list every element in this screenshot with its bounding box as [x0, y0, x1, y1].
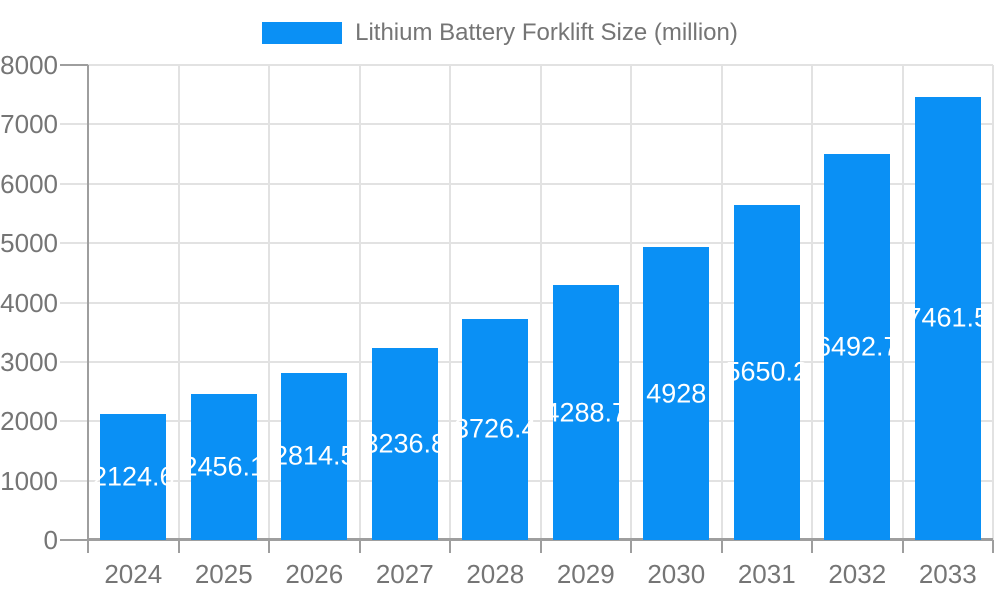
- x-tick: [992, 540, 994, 553]
- x-tick-label: 2031: [737, 559, 796, 589]
- x-tick-label: 2025: [194, 559, 253, 589]
- v-gridline: [268, 65, 270, 540]
- x-tick-label: 2024: [104, 559, 163, 589]
- bar-2031: [733, 204, 800, 540]
- y-tick: [60, 64, 88, 66]
- legend-swatch: [262, 22, 343, 44]
- y-tick-label: 5000: [0, 228, 58, 259]
- x-tick: [449, 540, 451, 553]
- x-tick: [177, 540, 180, 553]
- y-tick-label: 7000: [0, 109, 58, 140]
- bar-value-label: 2124.6: [91, 461, 175, 492]
- v-gridline: [630, 65, 632, 540]
- y-tick: [60, 301, 88, 304]
- chart-legend[interactable]: Lithium Battery Forklift Size (million): [0, 20, 1000, 46]
- x-tick-label: 2027: [375, 559, 434, 589]
- x-tick: [358, 540, 361, 553]
- bar-value-label: 3236.8: [363, 428, 447, 459]
- y-tick: [60, 242, 88, 245]
- v-gridline: [901, 65, 904, 540]
- x-tick: [901, 540, 904, 553]
- y-tick: [60, 539, 88, 541]
- bar-value-label: 4928: [646, 378, 707, 409]
- bar-2033: [914, 96, 981, 540]
- y-tick-label: 3000: [0, 346, 58, 377]
- y-tick-label: 2000: [0, 406, 58, 437]
- v-gridline: [811, 65, 813, 540]
- v-gridline: [992, 65, 994, 540]
- bar-value-label: 3726.4: [453, 413, 537, 444]
- bar-2030: [643, 247, 710, 540]
- bar-2026: [281, 372, 348, 540]
- x-tick-label: 2033: [918, 559, 977, 589]
- y-tick: [60, 123, 88, 126]
- x-tick: [811, 540, 813, 553]
- bar-2027: [371, 347, 438, 540]
- bar-value-label: 2814.5: [272, 440, 356, 471]
- y-tick: [60, 360, 88, 363]
- v-gridline: [358, 65, 361, 540]
- x-tick: [630, 540, 632, 553]
- y-tick-label: 1000: [0, 465, 58, 496]
- x-tick: [720, 540, 723, 553]
- bar-2032: [824, 154, 891, 540]
- bar-value-label: 6492.7: [815, 331, 899, 362]
- bar-2029: [552, 285, 619, 540]
- y-axis-line: [87, 65, 89, 540]
- x-tick-label: 2032: [828, 559, 887, 589]
- v-gridline: [720, 65, 723, 540]
- v-gridline: [177, 65, 180, 540]
- bar-2025: [190, 394, 257, 540]
- y-tick: [60, 420, 88, 423]
- x-tick-label: 2028: [466, 559, 525, 589]
- v-gridline: [449, 65, 451, 540]
- bar-value-label: 4288.7: [544, 397, 628, 428]
- bar-2028: [462, 318, 529, 540]
- y-tick-label: 0: [43, 525, 58, 555]
- y-tick: [60, 182, 88, 185]
- bar-value-label: 5650.2: [725, 356, 809, 387]
- bar-2024: [100, 413, 167, 540]
- x-tick-label: 2026: [285, 559, 344, 589]
- x-tick: [268, 540, 270, 553]
- y-tick: [60, 479, 88, 482]
- bar-value-label: 2456.1: [182, 451, 266, 482]
- y-tick-label: 8000: [0, 50, 58, 80]
- x-tick: [87, 540, 89, 553]
- x-tick: [539, 540, 542, 553]
- legend-label: Lithium Battery Forklift Size (million): [355, 19, 738, 46]
- y-tick-label: 6000: [0, 168, 58, 199]
- bar-value-label: 7461.5: [906, 302, 990, 333]
- x-tick-label: 2029: [556, 559, 615, 589]
- x-tick-label: 2030: [647, 559, 706, 589]
- y-tick-label: 4000: [0, 287, 58, 318]
- v-gridline: [539, 65, 542, 540]
- x-axis-line: [88, 538, 993, 541]
